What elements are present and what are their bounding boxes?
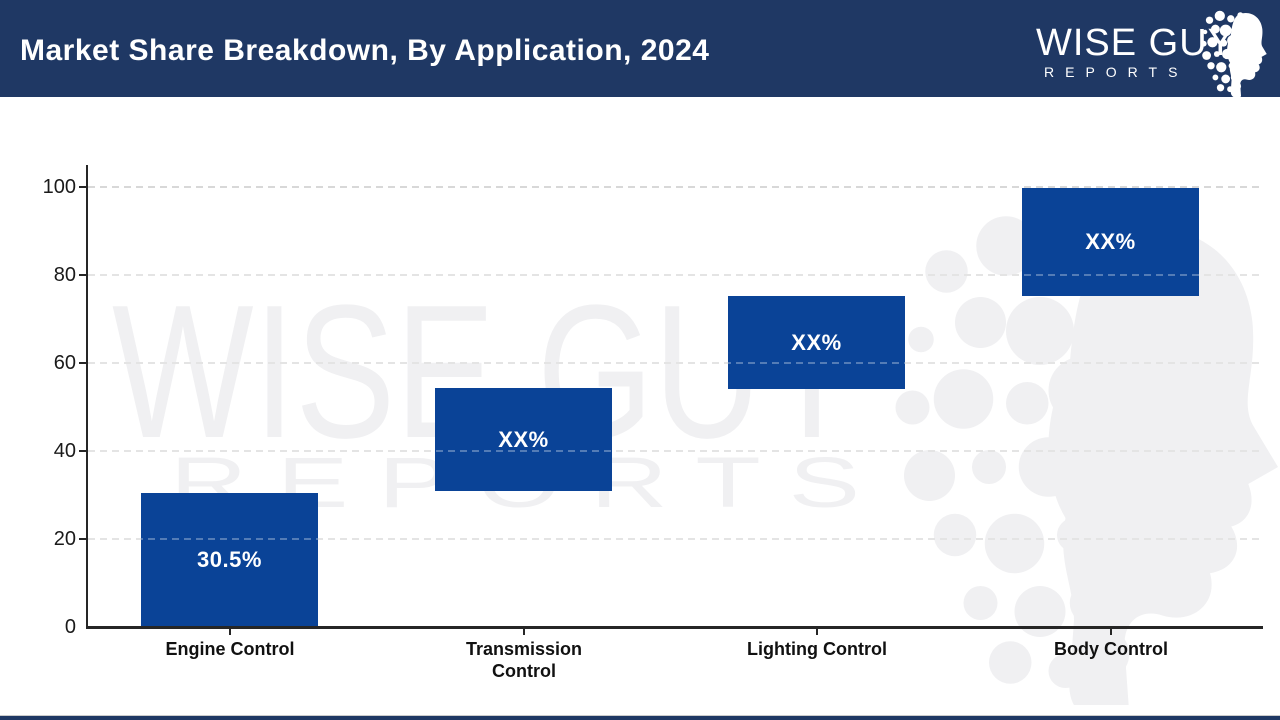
- gridline-100: [88, 186, 1263, 188]
- x-tick: [1110, 629, 1112, 635]
- y-tick-label: 20: [53, 528, 76, 550]
- x-tick: [816, 629, 818, 635]
- category-label-engine-control: Engine Control: [165, 639, 295, 659]
- y-tick-label: 40: [53, 440, 76, 462]
- bar-value-label: XX%: [791, 329, 842, 355]
- header-bar: Market Share Breakdown, By Application, …: [0, 0, 1280, 98]
- gridline-overlay-60: [88, 362, 1263, 364]
- y-tick: [79, 362, 86, 364]
- bar-value-label: XX%: [498, 426, 549, 452]
- y-tick: [79, 450, 86, 452]
- page-title: Market Share Breakdown, By Application, …: [20, 34, 710, 67]
- gridline-overlay-20: [88, 538, 1263, 540]
- category-label-transmission-control: Transmission Control: [465, 639, 583, 681]
- bar-lighting-control: XX%: [728, 296, 905, 389]
- y-tick-label: 0: [64, 616, 76, 638]
- gridline-60: [88, 362, 1263, 364]
- y-tick-label: 100: [42, 176, 76, 198]
- category-label-body-control: Body Control: [1054, 639, 1168, 659]
- x-tick: [523, 629, 525, 635]
- y-tick: [79, 186, 86, 188]
- category-label-lighting-control: Lighting Control: [747, 639, 887, 659]
- x-axis-line: [86, 626, 1263, 629]
- bar-body-control: XX%: [1022, 188, 1199, 296]
- y-axis-line: [86, 165, 88, 628]
- y-tick-label: 60: [53, 352, 76, 374]
- x-tick: [229, 629, 231, 635]
- bar-transmission-control: XX%: [435, 388, 612, 491]
- brand-subname: REPORTS: [1044, 64, 1189, 80]
- brand-logo: WISE GUY REPORTS: [1008, 6, 1270, 98]
- bar-value-label: XX%: [1085, 229, 1136, 254]
- gridline-overlay-80: [88, 274, 1263, 276]
- gridline-overlay-40: [88, 450, 1263, 452]
- bar-value-label: 30.5%: [197, 547, 262, 572]
- y-tick-label: 80: [53, 264, 76, 286]
- y-tick: [79, 274, 86, 276]
- bar-engine-control: 30.5%: [141, 493, 318, 627]
- gridline-20: [88, 538, 1263, 540]
- gridline-40: [88, 450, 1263, 452]
- y-tick: [79, 538, 86, 540]
- brand-name: WISE GUY: [1036, 22, 1235, 64]
- gridline-80: [88, 274, 1263, 276]
- footer-strip: [0, 715, 1280, 720]
- dotted-head-icon: [1200, 10, 1267, 98]
